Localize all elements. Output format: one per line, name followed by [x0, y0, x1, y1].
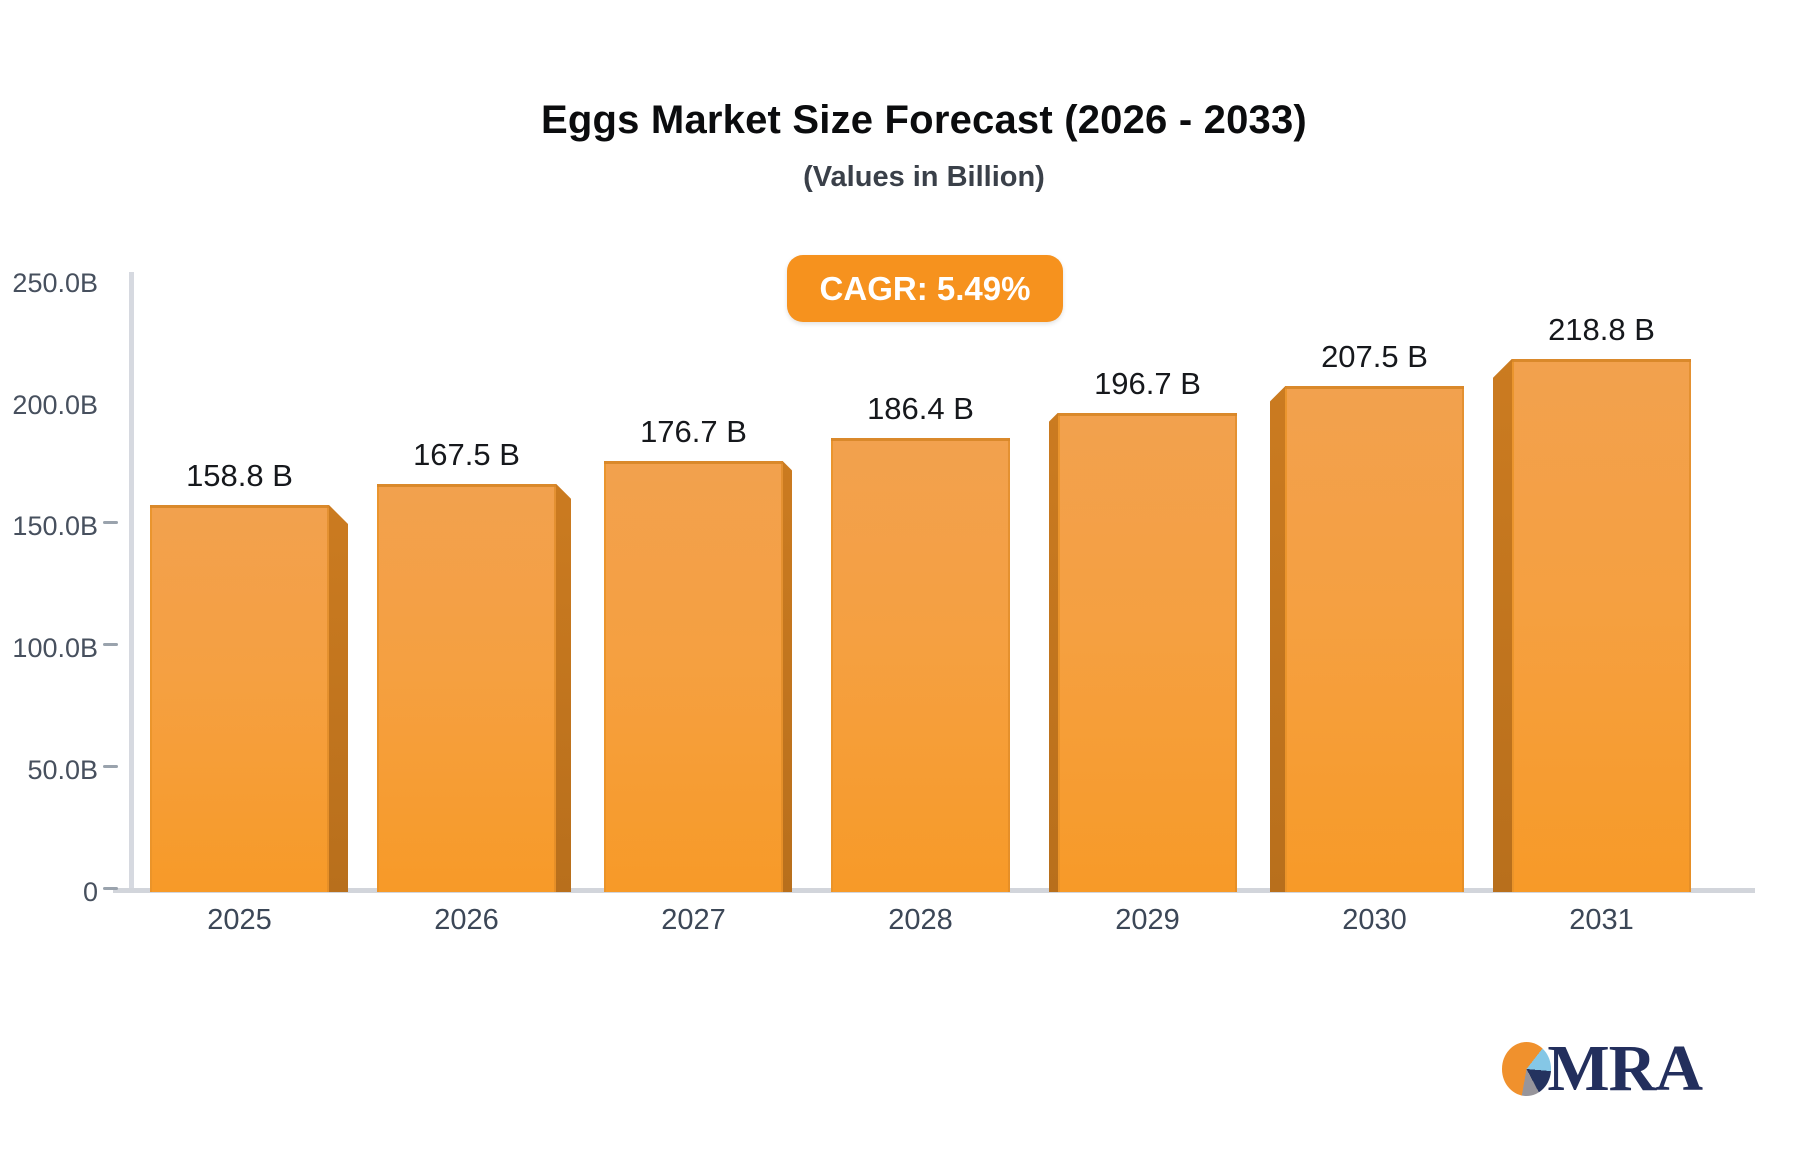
page-title: Eggs Market Size Forecast (2026 - 2033) — [541, 98, 1307, 142]
y-axis-label: 250.0B — [12, 267, 98, 298]
bar-2031[interactable] — [1512, 358, 1691, 892]
cagr-badge-label: CAGR: 5.49% — [819, 269, 1031, 307]
x-axis-label: 2029 — [1115, 904, 1180, 936]
bar-3d-side — [556, 483, 571, 892]
y-axis-label: 200.0B — [12, 389, 98, 420]
y-axis-tick — [103, 643, 118, 647]
bar-3d-side — [1049, 412, 1058, 892]
bar-3d-side — [783, 461, 792, 892]
bar-value-label: 218.8 B — [1548, 311, 1655, 347]
bar-3d-side — [1270, 386, 1285, 892]
bar-value-label: 186.4 B — [867, 390, 974, 426]
bar-2027[interactable] — [604, 461, 783, 892]
bar-value-label: 176.7 B — [640, 414, 747, 450]
x-axis-label: 2026 — [434, 904, 499, 936]
bar-2028[interactable] — [831, 437, 1010, 892]
y-axis-tick — [103, 765, 118, 769]
pie-chart-icon — [1502, 1042, 1552, 1096]
x-axis-label: 2028 — [888, 904, 953, 936]
y-axis-tick — [103, 887, 118, 890]
bar-2025[interactable] — [150, 505, 329, 892]
page-subtitle: (Values in Billion) — [803, 161, 1045, 193]
bar-2026[interactable] — [377, 483, 556, 892]
bar-2029[interactable] — [1058, 412, 1237, 892]
x-axis-label: 2027 — [661, 904, 726, 936]
chart-header: Eggs Market Size Forecast (2026 - 2033) … — [124, 0, 1724, 194]
y-axis-label: 0 — [82, 877, 98, 907]
y-axis-label: 100.0B — [12, 633, 98, 664]
bar-2030[interactable] — [1285, 386, 1464, 892]
bar-3d-side — [329, 505, 348, 892]
y-axis-tick — [103, 521, 118, 525]
bar-value-label: 167.5 B — [413, 436, 520, 472]
bar-value-label: 158.8 B — [186, 458, 293, 493]
bar-3d-side — [1493, 358, 1512, 892]
brand-logo: MRA — [1502, 1032, 1703, 1105]
x-axis-label: 2031 — [1569, 904, 1634, 936]
bar-value-label: 207.5 B — [1321, 339, 1428, 375]
bar-value-label: 196.7 B — [1094, 365, 1201, 401]
y-axis-label: 50.0B — [27, 755, 98, 786]
y-axis-line — [129, 272, 134, 890]
y-axis-label: 150.0B — [12, 511, 98, 542]
x-axis-label: 2030 — [1342, 904, 1407, 936]
x-axis-label: 2025 — [207, 904, 272, 936]
cagr-badge: CAGR: 5.49% — [787, 255, 1063, 322]
brand-text: MRA — [1547, 1032, 1703, 1105]
